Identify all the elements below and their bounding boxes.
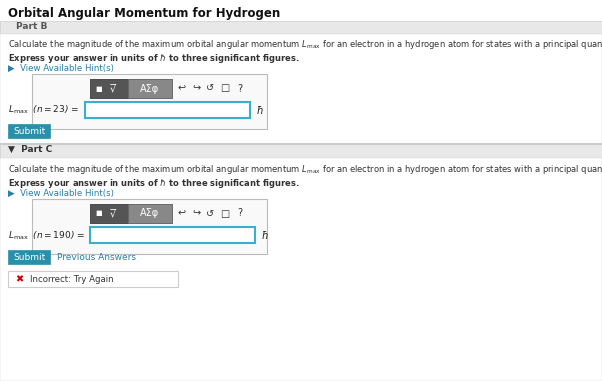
Text: □: □	[220, 208, 229, 218]
Text: ?: ?	[237, 83, 243, 93]
Text: AΣφ: AΣφ	[140, 83, 160, 93]
Bar	[90, 79, 128, 98]
Bar	[90, 204, 128, 223]
Text: Express your answer in units of $\hbar$ to three significant figures.: Express your answer in units of $\hbar$ …	[8, 52, 300, 65]
Text: ▶  View Available Hint(s): ▶ View Available Hint(s)	[8, 64, 114, 73]
Bar	[32, 74, 267, 129]
Bar	[0, 158, 602, 381]
Bar	[90, 204, 172, 223]
Bar	[8, 271, 178, 287]
Text: Previous Answers: Previous Answers	[57, 253, 136, 261]
Text: ↪: ↪	[192, 83, 200, 93]
Text: Submit: Submit	[13, 253, 45, 261]
Bar	[0, 143, 602, 144]
Text: ■: ■	[96, 85, 102, 91]
Text: AΣφ: AΣφ	[140, 208, 160, 218]
Text: $L_{\mathrm{max}}$  ($n = 190$) =: $L_{\mathrm{max}}$ ($n = 190$) =	[8, 229, 85, 242]
Text: ↩: ↩	[178, 208, 186, 218]
Text: Express your answer in units of $\hbar$ to three significant figures.: Express your answer in units of $\hbar$ …	[8, 177, 300, 190]
Text: ▼  Part C: ▼ Part C	[8, 145, 52, 154]
Bar	[0, 34, 602, 189]
Text: Orbital Angular Momentum for Hydrogen: Orbital Angular Momentum for Hydrogen	[8, 7, 281, 20]
Text: ▶  View Available Hint(s): ▶ View Available Hint(s)	[8, 189, 114, 198]
Text: ↪: ↪	[192, 208, 200, 218]
Bar	[8, 250, 50, 264]
Text: √̅: √̅	[110, 208, 116, 218]
Text: ↺: ↺	[206, 83, 214, 93]
Text: Part B: Part B	[16, 22, 48, 31]
Text: ↩: ↩	[178, 83, 186, 93]
Text: Calculate the magnitude of the maximum orbital angular momentum $L_{\mathrm{max}: Calculate the magnitude of the maximum o…	[8, 163, 602, 176]
Text: Calculate the magnitude of the maximum orbital angular momentum $L_{\mathrm{max}: Calculate the magnitude of the maximum o…	[8, 38, 602, 51]
Bar	[0, 21, 602, 34]
Text: Submit: Submit	[13, 126, 45, 136]
Bar	[128, 204, 172, 223]
Text: $\hbar$: $\hbar$	[256, 104, 264, 116]
Bar	[32, 199, 267, 254]
Bar	[90, 227, 255, 243]
Text: √̅: √̅	[110, 83, 116, 93]
Text: $L_{\mathrm{max}}$  ($n = 23$) =: $L_{\mathrm{max}}$ ($n = 23$) =	[8, 104, 79, 117]
Text: ✖: ✖	[15, 274, 23, 284]
Text: $\hbar$: $\hbar$	[261, 229, 268, 241]
Bar	[0, 144, 602, 158]
Text: ■: ■	[96, 210, 102, 216]
Text: ?: ?	[237, 208, 243, 218]
Bar	[8, 124, 50, 138]
Bar	[90, 79, 172, 98]
Bar	[85, 102, 250, 118]
Text: ↺: ↺	[206, 208, 214, 218]
Bar	[128, 79, 172, 98]
Text: Incorrect: Try Again: Incorrect: Try Again	[30, 274, 114, 283]
Text: □: □	[220, 83, 229, 93]
